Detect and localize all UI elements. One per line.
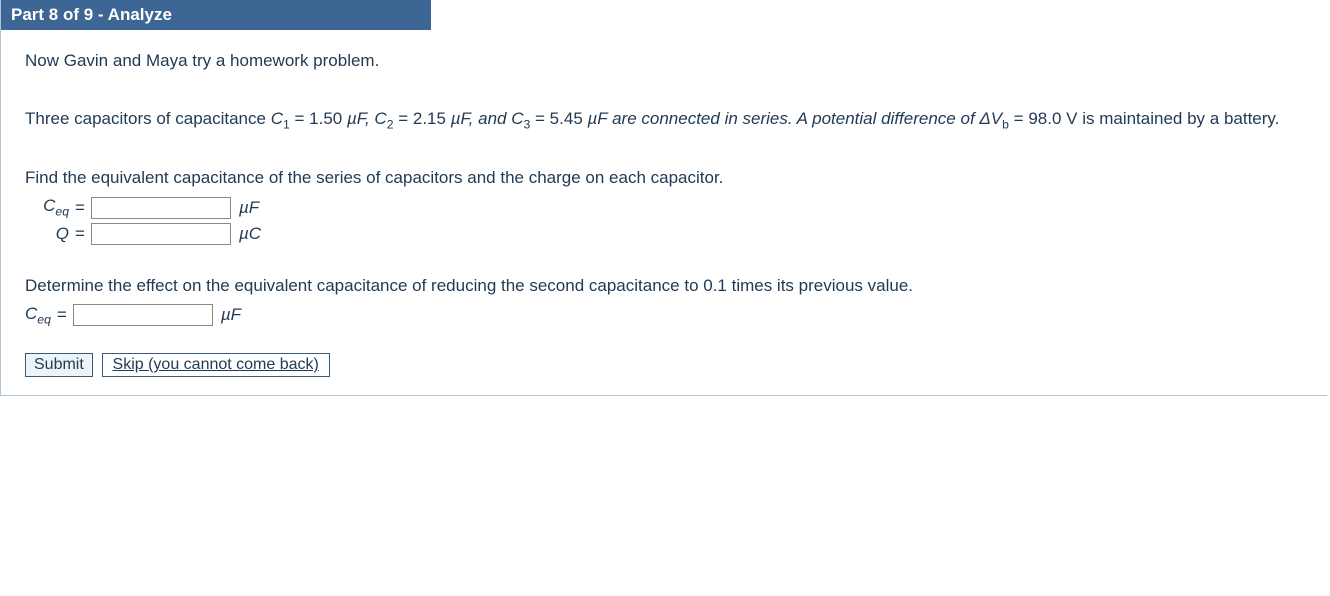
ceq-input[interactable] [91,197,231,219]
c2-var: C [374,109,386,128]
ceq-unit: µF [239,198,259,218]
dv-val: = 98.0 V is maintained by a battery. [1009,109,1279,128]
q-unit: µC [239,224,261,244]
c1-sub: 1 [283,117,290,131]
submit-button[interactable]: Submit [25,353,93,377]
part-header: Part 8 of 9 - Analyze [1,0,431,30]
question-content: Now Gavin and Maya try a homework proble… [1,30,1327,395]
c3-var: C [511,109,523,128]
uf3-seg: µF are connected in series. A potential … [588,109,991,128]
problem-statement: Three capacitors of capacitance C1 = 1.5… [25,104,1303,135]
uf2: µF, and [451,109,512,128]
c1-var: C [271,109,283,128]
button-row: Submit Skip (you cannot come back) [25,353,1303,377]
ceq-var: C [43,196,55,215]
ceq2-label: Ceq [25,304,51,326]
q1-prompt: Find the equivalent capacitance of the s… [25,165,1303,191]
c2-sub: 2 [387,117,394,131]
q2-prompt: Determine the effect on the equivalent c… [25,273,1303,299]
ceq-equals: = [75,198,85,218]
intro-text: Now Gavin and Maya try a homework proble… [25,48,1303,74]
q-var: Q [56,224,69,243]
q-equals: = [75,224,85,244]
ceq2-equals: = [57,305,67,325]
q-label: Q [25,224,69,244]
c2-val: = 2.15 [394,109,451,128]
q-input[interactable] [91,223,231,245]
ceq2-row: Ceq = µF [25,304,1303,326]
ceq-row: Ceq = µF [25,196,1303,218]
ceq2-input[interactable] [73,304,213,326]
c3-val: = 5.45 [530,109,587,128]
question-container: Part 8 of 9 - Analyze Now Gavin and Maya… [0,0,1327,396]
c1-val: = 1.50 [290,109,347,128]
problem-pre: Three capacitors of capacitance [25,109,271,128]
dv-sub: b [1002,117,1009,131]
ceq2-sub: eq [37,313,51,327]
ceq-sub: eq [55,205,69,219]
uf1: µF, [347,109,374,128]
ceq2-unit: µF [221,305,241,325]
ceq-label: Ceq [25,196,69,218]
ceq2-var: C [25,304,37,323]
q-row: Q = µC [25,223,1303,245]
dv-var: V [991,109,1002,128]
skip-button[interactable]: Skip (you cannot come back) [102,353,330,377]
